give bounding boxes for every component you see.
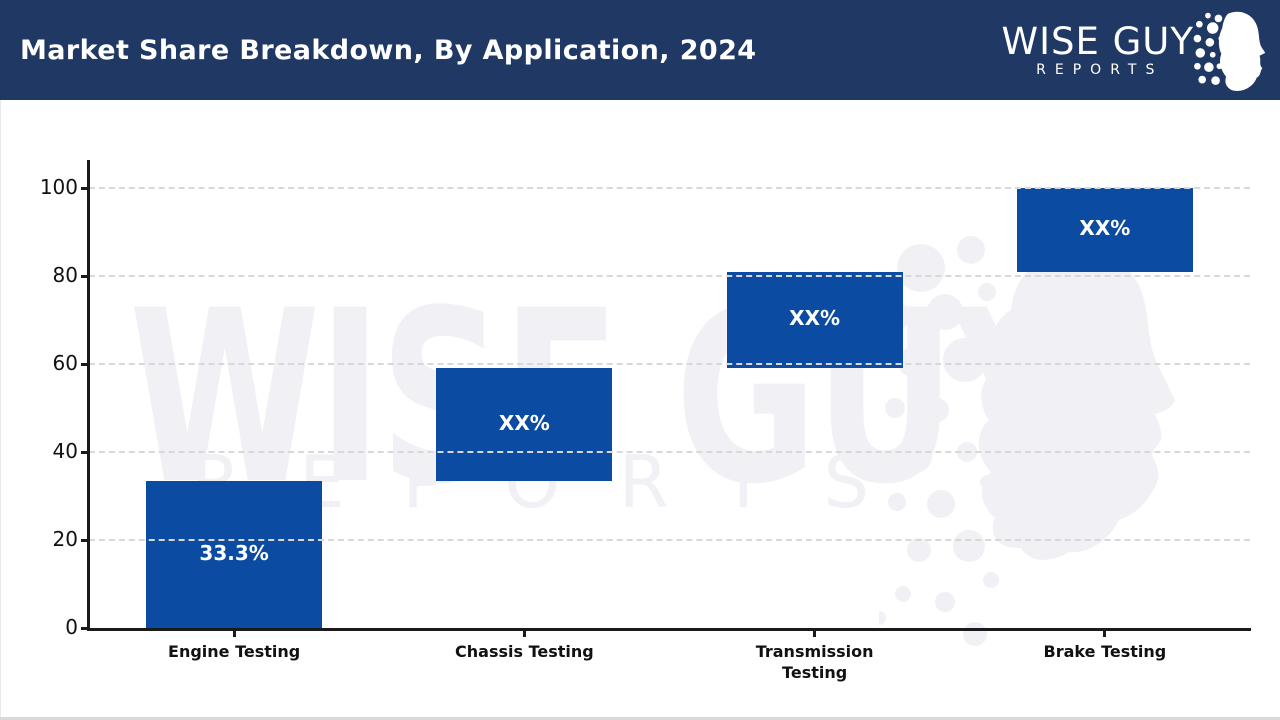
x-tick-mark — [1103, 628, 1107, 637]
bar-4 — [1016, 188, 1193, 273]
header-bar: Market Share Breakdown, By Application, … — [0, 0, 1280, 100]
x-tick-label: Engine Testing — [168, 642, 301, 661]
x-tick-mark — [522, 628, 526, 637]
bar-1 — [146, 481, 323, 628]
bar-value-label: XX% — [498, 410, 550, 435]
y-tick-mark — [81, 187, 89, 190]
y-tick-label: 20 — [52, 527, 78, 551]
gridline-80 — [89, 275, 1250, 277]
x-tick-mark — [232, 628, 236, 637]
bar-value-label: XX% — [789, 305, 841, 330]
logo-face-icon — [1193, 11, 1266, 91]
x-tick-mark — [813, 628, 817, 637]
bar-3 — [726, 272, 903, 368]
gridline-20 — [89, 539, 1250, 541]
bar-value-label: XX% — [1079, 216, 1131, 241]
logo-subtext: REPORTS — [1036, 62, 1164, 78]
y-axis-line — [87, 160, 90, 631]
x-axis-line — [87, 628, 1251, 631]
watermark-face — [879, 236, 1175, 646]
y-tick-mark — [81, 275, 89, 278]
x-tick-label: Transmission Testing — [755, 642, 874, 682]
x-tick-label: Chassis Testing — [455, 642, 594, 661]
bar-2 — [436, 367, 613, 482]
y-tick-label: 80 — [52, 263, 78, 287]
bar-value-label: 33.3% — [199, 540, 269, 565]
x-tick-label: Brake Testing — [1043, 642, 1167, 661]
y-tick-mark — [81, 627, 89, 630]
logo-text: WISE GUY REPORTS — [1002, 23, 1194, 77]
bottom-border — [0, 717, 1280, 720]
gridline-40 — [89, 451, 1250, 453]
y-tick-mark — [81, 451, 89, 454]
brand-logo: WISE GUY REPORTS — [1002, 6, 1268, 94]
gridline-100 — [89, 187, 1250, 189]
y-tick-label: 0 — [65, 615, 78, 639]
gridline-60 — [89, 363, 1250, 365]
y-tick-mark — [81, 363, 89, 366]
page-title: Market Share Breakdown, By Application, … — [20, 34, 757, 66]
logo-wordmark: WISE GUY — [1001, 20, 1194, 63]
y-tick-label: 40 — [52, 439, 78, 463]
y-tick-label: 100 — [39, 175, 78, 199]
y-tick-label: 60 — [52, 351, 78, 375]
y-tick-mark — [81, 539, 89, 542]
